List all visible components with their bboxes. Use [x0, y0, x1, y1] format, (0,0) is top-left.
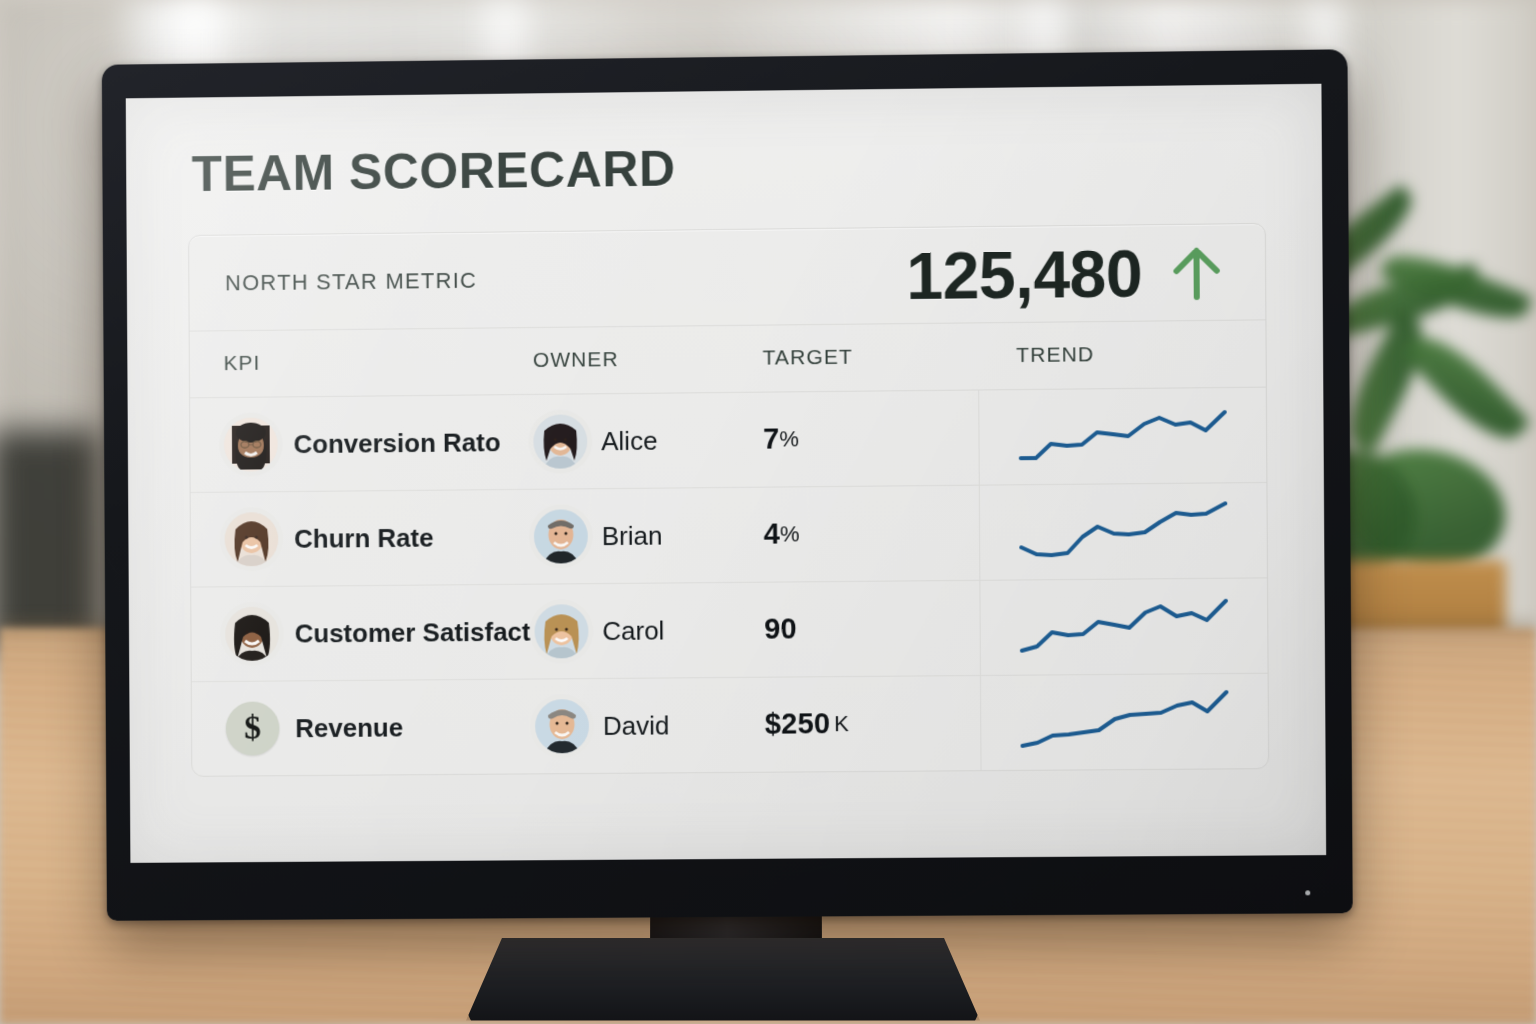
north-star-value: 125,480	[905, 235, 1143, 313]
avatar	[225, 606, 279, 662]
target-value: 4	[763, 518, 781, 551]
target-cell: 7%	[763, 421, 979, 456]
owner-name: Carol	[602, 615, 665, 646]
kpi-cell: $ Revenue	[192, 699, 535, 756]
kpi-name: Churn Rate	[294, 522, 434, 554]
target-value: 90	[764, 612, 798, 646]
target-value: 7	[762, 422, 780, 456]
table-row[interactable]: $ Revenue	[192, 673, 1269, 776]
sparkline-up-icon	[1015, 495, 1232, 567]
table-header-row: KPI OWNER TARGET TREND	[189, 320, 1266, 399]
owner-name: Alice	[601, 425, 658, 456]
table-row[interactable]: Churn Rate	[190, 482, 1267, 588]
monitor-screen: TEAM SCORECARD NORTH STAR METRIC 125,480	[125, 83, 1327, 863]
kpi-name: Customer Satisfaction	[294, 615, 570, 649]
background-object-blur	[0, 430, 100, 650]
trend-cell	[979, 673, 1269, 771]
avatar	[534, 699, 590, 754]
sparkline-up-icon	[1016, 686, 1233, 758]
owner-cell: Alice	[533, 413, 763, 469]
kpi-cell: Conversion Rato	[190, 415, 533, 472]
sparkline-up-icon	[1014, 400, 1231, 472]
target-unit: K	[834, 711, 850, 737]
target-value: $250	[764, 707, 831, 741]
monitor-bezel: TEAM SCORECARD NORTH STAR METRIC 125,480	[101, 49, 1353, 921]
power-led-indicator	[1305, 890, 1311, 896]
column-header-trend: TREND	[1016, 343, 1095, 368]
kpi-cell: Churn Rate	[191, 510, 534, 567]
column-header-owner: OWNER	[532, 348, 619, 372]
north-star-value-group: 125,480	[905, 235, 1225, 313]
owner-cell: Brian	[533, 508, 764, 564]
table-row[interactable]: Customer Satisfaction	[191, 578, 1268, 683]
column-header-kpi: KPI	[223, 351, 261, 376]
column-header-target: TARGET	[762, 345, 853, 370]
trend-cell	[978, 387, 1267, 485]
owner-name: Brian	[601, 520, 663, 551]
avatar	[224, 512, 279, 567]
kpi-cell: Customer Satisfaction	[191, 605, 570, 662]
kpi-name: Revenue	[295, 711, 404, 743]
owner-cell: Carol	[534, 603, 764, 659]
owner-name: David	[602, 709, 670, 741]
table-row[interactable]: Conversion Rato	[190, 387, 1267, 493]
monitor-stand-base	[466, 938, 980, 1021]
kpi-name: Conversion Rato	[293, 426, 501, 459]
sparkline-up-icon	[1016, 591, 1233, 663]
page-title: TEAM SCORECARD	[191, 140, 676, 203]
avatar	[533, 509, 589, 564]
north-star-label: NORTH STAR METRIC	[224, 267, 478, 295]
avatar	[533, 414, 588, 469]
target-cell: $250 K	[765, 707, 981, 742]
scorecard-card: NORTH STAR METRIC 125,480	[188, 222, 1270, 777]
target-cell: 90	[764, 611, 980, 646]
dollar-circle-icon: $	[225, 701, 280, 756]
arrow-up-icon	[1168, 242, 1225, 303]
avatar	[223, 417, 278, 472]
target-cell: 4%	[764, 516, 980, 551]
target-unit: %	[779, 426, 800, 452]
trend-cell	[979, 578, 1268, 676]
owner-cell: David	[534, 698, 765, 754]
target-unit: %	[779, 521, 800, 547]
avatar	[534, 604, 589, 659]
scorecard-dashboard: TEAM SCORECARD NORTH STAR METRIC 125,480	[125, 83, 1327, 863]
north-star-panel: NORTH STAR METRIC 125,480	[189, 223, 1266, 332]
trend-cell	[978, 482, 1267, 580]
